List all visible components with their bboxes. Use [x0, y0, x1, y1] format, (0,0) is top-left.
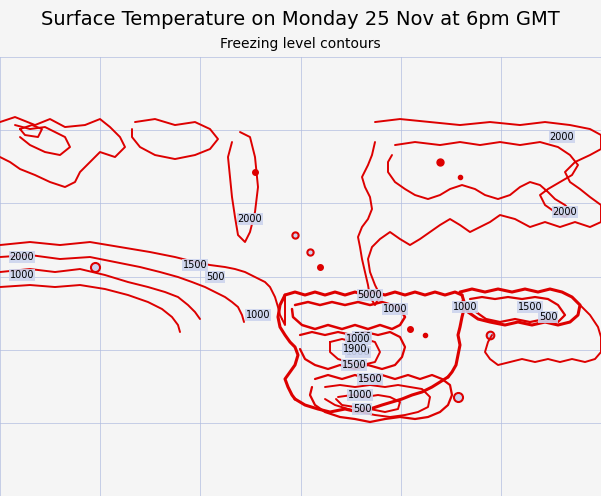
Text: 500: 500 [353, 404, 371, 414]
Text: 5000: 5000 [358, 290, 382, 300]
Text: 1000: 1000 [348, 390, 372, 400]
Text: 2000: 2000 [550, 132, 575, 142]
Text: 1000: 1000 [10, 270, 34, 280]
Text: 1500: 1500 [342, 360, 367, 370]
Text: 1000: 1000 [346, 347, 370, 357]
Text: 1500: 1500 [517, 302, 542, 312]
Text: 1500: 1500 [358, 374, 382, 384]
Text: Freezing level contours: Freezing level contours [220, 38, 381, 52]
Text: 1000: 1000 [346, 334, 370, 344]
Text: 1000: 1000 [453, 302, 477, 312]
Text: 1000: 1000 [246, 310, 270, 320]
Text: 500: 500 [538, 312, 557, 322]
Text: 1500: 1500 [183, 260, 207, 270]
Text: 2000: 2000 [553, 207, 578, 217]
Text: 500: 500 [353, 332, 371, 342]
Text: Surface Temperature on Monday 25 Nov at 6pm GMT: Surface Temperature on Monday 25 Nov at … [41, 10, 560, 29]
Text: 1000: 1000 [383, 304, 407, 314]
Text: 2000: 2000 [237, 214, 262, 224]
Text: 1900: 1900 [343, 344, 367, 354]
Text: 2000: 2000 [10, 252, 34, 262]
Text: 500: 500 [206, 272, 224, 282]
